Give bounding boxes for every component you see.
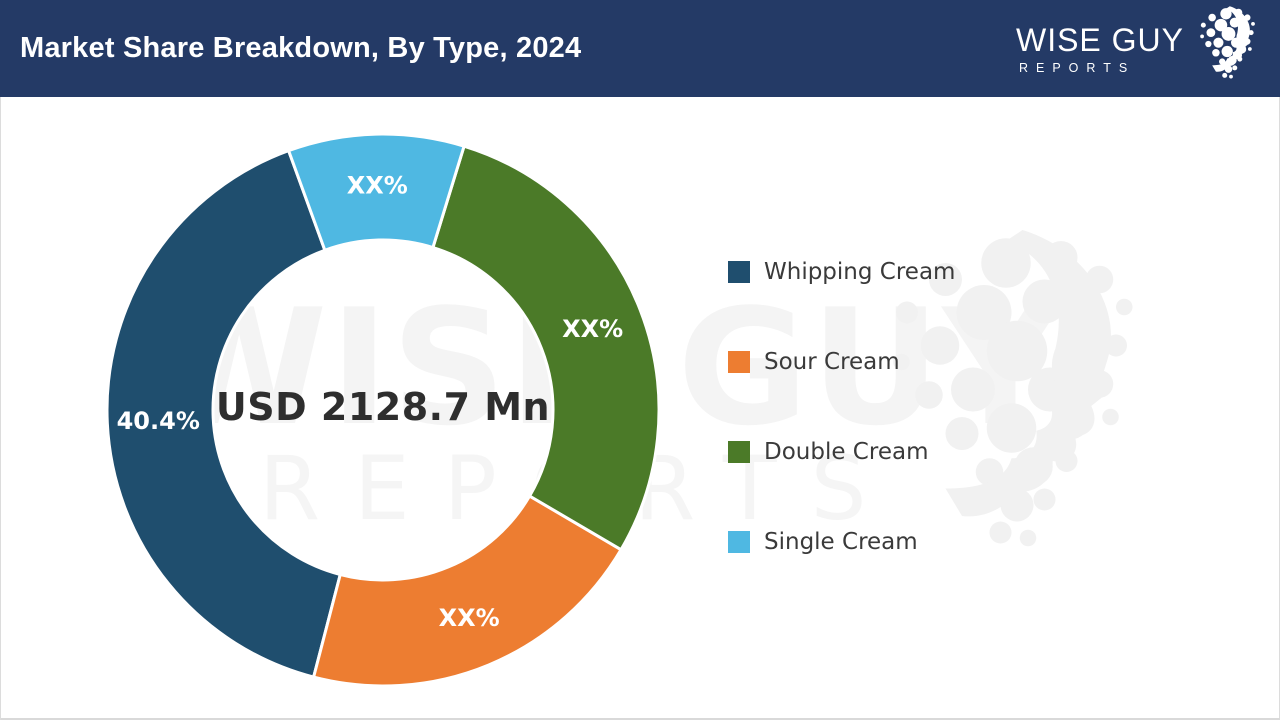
legend-label: Single Cream (764, 528, 918, 555)
legend-swatch (728, 351, 750, 373)
legend-item-single-cream: Single Cream (728, 527, 955, 557)
segment-pct-label: XX% (562, 315, 623, 343)
logo-wordmark: WISE GUY (1015, 21, 1184, 58)
segment-pct-label: XX% (439, 604, 500, 632)
donut-chart: 40.4% XX% XX% XX% (105, 132, 661, 688)
donut-segment-single-cream (286, 132, 466, 253)
legend-swatch (728, 261, 750, 283)
legend-item-sour-cream: Sour Cream (728, 347, 955, 377)
donut-segment-sour-cream (311, 493, 624, 688)
donut-segment-double-cream (431, 144, 661, 552)
logo-text: WISE GUY REPORTS (1016, 24, 1184, 75)
donut-segment-whipping-cream (105, 148, 343, 679)
segment-pct-label: XX% (347, 171, 408, 199)
legend-swatch (728, 531, 750, 553)
legend-label: Double Cream (764, 438, 929, 465)
logo-subtitle: REPORTS (1018, 60, 1136, 75)
page-title: Market Share Breakdown, By Type, 2024 (20, 32, 582, 64)
header-bar: Market Share Breakdown, By Type, 2024 WI… (0, 0, 1280, 97)
legend-label: Sour Cream (764, 348, 900, 375)
segment-pct-label: 40.4% (117, 407, 200, 435)
legend-swatch (728, 441, 750, 463)
chart-area: WISE GUY REPORTS 40.4%XX%XX%XX% USD 2128… (1, 97, 1280, 718)
legend-label: Whipping Cream (764, 258, 956, 285)
legend-item-whipping-cream: Whipping Cream (728, 257, 955, 287)
bottom-border (1, 718, 1280, 720)
logo-face-icon (1200, 6, 1255, 79)
donut-center-label: USD 2128.7 Mn (215, 385, 551, 429)
legend: Whipping Cream Sour Cream Double Cream S… (728, 257, 955, 557)
wise-guy-reports-logo: WISE GUY REPORTS (1016, 4, 1274, 94)
legend-item-double-cream: Double Cream (728, 437, 955, 467)
